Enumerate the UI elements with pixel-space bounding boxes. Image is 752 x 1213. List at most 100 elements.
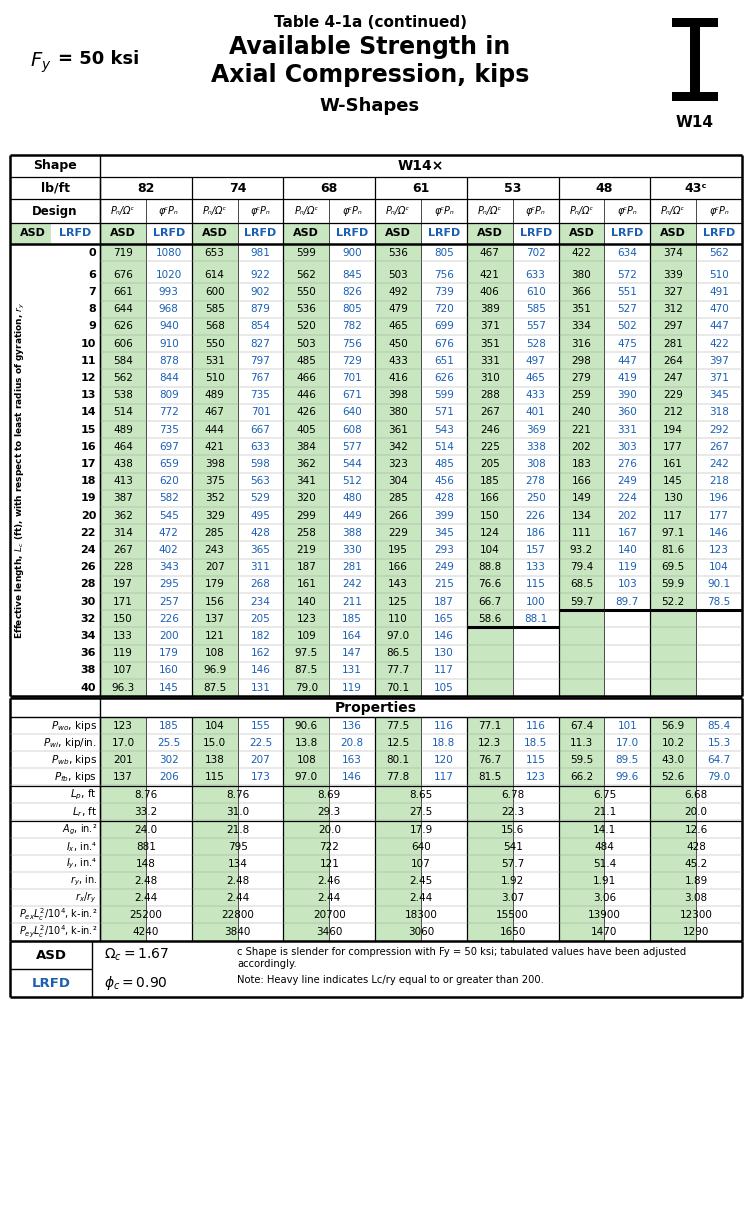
Text: 514: 514: [113, 408, 133, 417]
Text: 606: 606: [113, 338, 133, 348]
Text: 179: 179: [159, 648, 179, 659]
Text: 249: 249: [434, 562, 454, 573]
Text: 676: 676: [434, 338, 454, 348]
Text: ASD: ASD: [20, 228, 45, 239]
Text: 345: 345: [434, 528, 454, 537]
Text: 82: 82: [137, 182, 155, 194]
Text: 854: 854: [250, 321, 271, 331]
Text: 281: 281: [663, 338, 683, 348]
Text: 267: 267: [709, 442, 729, 451]
Text: LRFD: LRFD: [32, 976, 71, 990]
Text: 26: 26: [80, 562, 96, 573]
Text: 97.1: 97.1: [662, 528, 685, 537]
Text: 24: 24: [80, 545, 96, 556]
Text: 310: 310: [480, 374, 499, 383]
Text: 18.5: 18.5: [524, 738, 547, 747]
Text: 107: 107: [113, 666, 133, 676]
Text: LRFD: LRFD: [428, 228, 460, 239]
Text: 108: 108: [296, 754, 317, 764]
Text: 225: 225: [480, 442, 500, 451]
Text: 735: 735: [159, 425, 179, 434]
Text: φᶜPₙ: φᶜPₙ: [342, 206, 362, 216]
Text: 240: 240: [572, 408, 591, 417]
Text: Pₙ/Ωᶜ: Pₙ/Ωᶜ: [478, 206, 502, 216]
Text: 117: 117: [663, 511, 683, 520]
Text: 2.45: 2.45: [409, 876, 432, 885]
Text: Pₙ/Ωᶜ: Pₙ/Ωᶜ: [661, 206, 685, 216]
Text: 767: 767: [250, 374, 271, 383]
Text: φᶜPₙ: φᶜPₙ: [617, 206, 637, 216]
Text: 33.2: 33.2: [135, 807, 157, 816]
Text: 130: 130: [663, 494, 683, 503]
Text: lb/ft: lb/ft: [41, 182, 69, 194]
Text: 421: 421: [205, 442, 225, 451]
Text: 366: 366: [572, 287, 591, 297]
Text: 1650: 1650: [499, 927, 526, 936]
Text: 279: 279: [572, 374, 591, 383]
Text: ASD: ASD: [110, 228, 136, 239]
Text: 15.6: 15.6: [501, 825, 524, 835]
Bar: [690, 27, 700, 92]
Bar: [559, 717, 605, 941]
Text: 97.0: 97.0: [387, 631, 410, 640]
Text: 197: 197: [113, 580, 133, 590]
Text: 226: 226: [159, 614, 179, 623]
Text: 388: 388: [342, 528, 362, 537]
Text: 302: 302: [159, 754, 179, 764]
Text: 120: 120: [434, 754, 453, 764]
Text: 266: 266: [388, 511, 408, 520]
Text: 28: 28: [80, 580, 96, 590]
Bar: [192, 223, 238, 244]
Text: 115: 115: [526, 580, 546, 590]
Text: 351: 351: [572, 304, 591, 314]
Text: $\it{F_y}$: $\it{F_y}$: [30, 50, 51, 74]
Text: 234: 234: [250, 597, 271, 606]
Text: 1.92: 1.92: [501, 876, 524, 885]
Text: 171: 171: [113, 597, 133, 606]
Text: 22800: 22800: [221, 910, 254, 919]
Text: 115: 115: [526, 754, 546, 764]
Text: 299: 299: [296, 511, 317, 520]
Text: 288: 288: [480, 391, 500, 400]
Text: 653: 653: [205, 247, 225, 257]
Text: LRFD: LRFD: [336, 228, 368, 239]
Text: $r_y$, in.: $r_y$, in.: [70, 873, 97, 888]
Text: 166: 166: [572, 477, 591, 486]
Text: 177: 177: [709, 511, 729, 520]
Bar: [650, 223, 696, 244]
Text: 374: 374: [663, 247, 683, 257]
Text: 117: 117: [434, 666, 454, 676]
Text: 380: 380: [572, 269, 591, 280]
Text: 572: 572: [617, 269, 637, 280]
Text: 614: 614: [205, 269, 225, 280]
Text: ASD: ASD: [385, 228, 411, 239]
Text: 96.3: 96.3: [111, 683, 135, 693]
Text: 805: 805: [342, 304, 362, 314]
Text: 8.76: 8.76: [226, 790, 249, 799]
Bar: [559, 223, 605, 244]
Text: 123: 123: [709, 545, 729, 556]
Text: $L_p$, ft: $L_p$, ft: [70, 787, 97, 802]
Text: 150: 150: [480, 511, 499, 520]
Text: 538: 538: [113, 391, 133, 400]
Text: 352: 352: [205, 494, 225, 503]
Text: $I_x$, in.⁴: $I_x$, in.⁴: [66, 839, 97, 854]
Bar: [100, 717, 146, 941]
Text: 43ᶜ: 43ᶜ: [685, 182, 708, 194]
Text: 179: 179: [205, 580, 225, 590]
Text: 422: 422: [709, 338, 729, 348]
Text: 43.0: 43.0: [662, 754, 685, 764]
Text: 739: 739: [434, 287, 454, 297]
Text: 24.0: 24.0: [135, 825, 157, 835]
Text: ASD: ASD: [293, 228, 320, 239]
Text: 90.1: 90.1: [708, 580, 731, 590]
Text: Design: Design: [32, 205, 77, 217]
Text: 826: 826: [342, 287, 362, 297]
Text: 103: 103: [617, 580, 637, 590]
Text: 6.68: 6.68: [684, 790, 708, 799]
Text: 422: 422: [572, 247, 591, 257]
Text: ASD: ASD: [477, 228, 503, 239]
Text: Effective length, $L_c$ (ft), with respect to least radius of gyration, $r_y$: Effective length, $L_c$ (ft), with respe…: [14, 302, 26, 639]
Text: 398: 398: [205, 459, 225, 469]
Text: $P_{ey}L_c^2/10^4$, k‑in.²: $P_{ey}L_c^2/10^4$, k‑in.²: [19, 923, 97, 940]
